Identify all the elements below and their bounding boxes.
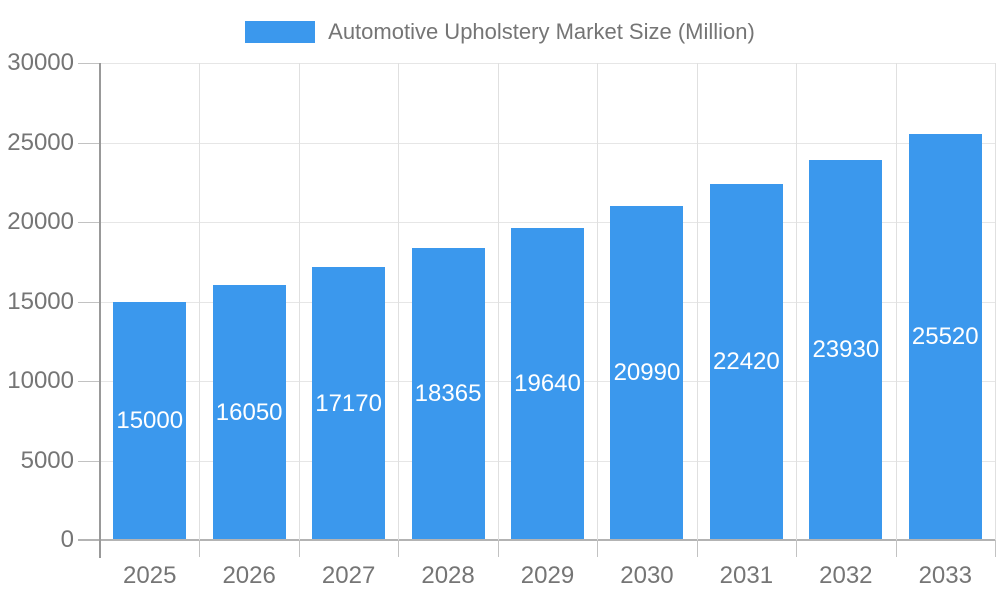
gridline-vertical [796,63,797,540]
gridline-vertical [498,63,499,540]
y-tick-label: 10000 [7,367,74,394]
bar-value-label: 20990 [613,359,681,386]
x-tick-mark [896,540,897,557]
bar-value-label: 17170 [315,390,382,417]
x-tick-mark [199,540,200,557]
x-tick-label: 2033 [918,562,972,589]
x-axis-line [78,539,995,541]
bar-2033[interactable] [909,134,982,539]
bar-value-label: 15000 [116,407,184,434]
bar-2030[interactable] [610,206,683,539]
x-tick-label: 2030 [620,562,674,589]
bar-2027[interactable] [312,267,385,539]
x-tick-label: 2027 [321,562,376,589]
y-tick-mark [78,381,100,382]
y-tick-label: 20000 [7,208,74,235]
y-tick-label: 25000 [7,129,74,156]
gridline-horizontal [100,63,995,64]
gridline-vertical [597,63,598,540]
x-tick-label: 2026 [222,562,276,589]
x-tick-label: 2028 [421,562,475,589]
gridline-vertical [697,63,698,540]
gridline-vertical [995,63,996,540]
legend-label: Automotive Upholstery Market Size (Milli… [328,19,755,44]
bar-value-label: 23930 [812,336,880,363]
bar-2026[interactable] [213,285,286,539]
bar-2032[interactable] [809,160,882,539]
y-tick-label: 15000 [7,288,74,315]
gridline-vertical [299,63,300,540]
gridline-horizontal [100,143,995,144]
x-tick-mark [597,540,598,557]
x-tick-label: 2032 [819,562,873,589]
bar-value-label: 18365 [414,380,482,407]
y-tick-mark [78,302,100,303]
chart-legend: Automotive Upholstery Market Size (Milli… [0,19,1000,45]
y-tick-mark [78,63,100,64]
y-axis-line [99,63,101,558]
x-tick-mark [796,540,797,557]
gridline-horizontal [100,222,995,223]
x-tick-label: 2031 [719,562,774,589]
x-tick-mark [995,540,996,557]
x-tick-mark [697,540,698,557]
x-tick-mark [498,540,499,557]
bar-value-label: 25520 [911,323,979,350]
y-tick-mark [78,461,100,462]
y-tick-label: 5000 [20,447,74,474]
bar-value-label: 22420 [713,348,780,375]
gridline-vertical [398,63,399,540]
y-tick-mark [78,222,100,223]
x-tick-label: 2025 [123,562,177,589]
x-tick-label: 2029 [520,562,575,589]
x-tick-mark [398,540,399,557]
bar-2025[interactable] [113,302,186,539]
bar-2029[interactable] [511,228,584,539]
y-tick-mark [78,143,100,144]
gridline-vertical [896,63,897,540]
bar-2031[interactable] [710,184,783,539]
legend-swatch [245,21,316,43]
gridline-vertical [199,63,200,540]
bar-2028[interactable] [412,248,485,539]
bar-value-label: 16050 [215,399,283,426]
y-tick-label: 0 [60,526,74,553]
bar-value-label: 19640 [514,370,581,397]
y-tick-label: 30000 [7,49,74,76]
x-tick-mark [299,540,300,557]
